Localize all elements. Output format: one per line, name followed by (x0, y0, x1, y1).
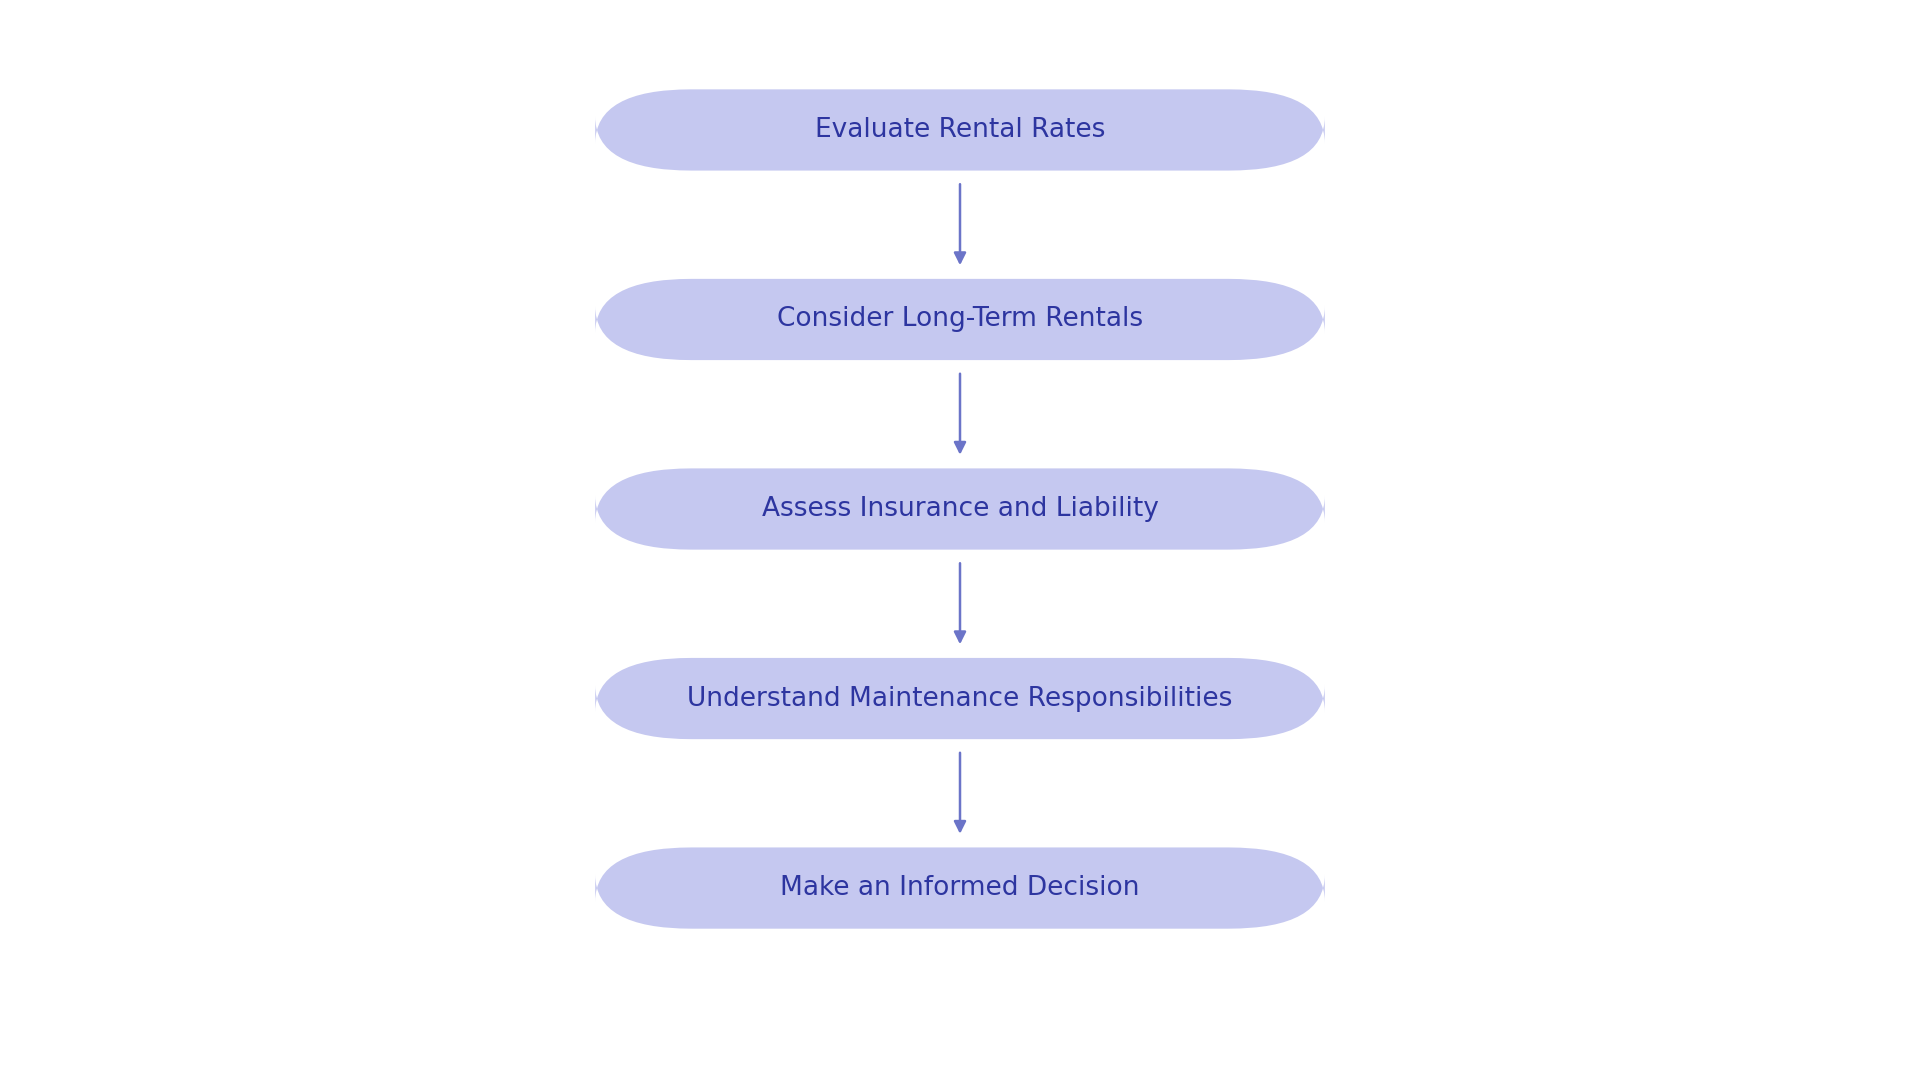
FancyBboxPatch shape (595, 847, 1325, 928)
Text: Understand Maintenance Responsibilities: Understand Maintenance Responsibilities (687, 686, 1233, 712)
Text: Evaluate Rental Rates: Evaluate Rental Rates (814, 117, 1106, 143)
FancyBboxPatch shape (595, 657, 1325, 739)
Text: Make an Informed Decision: Make an Informed Decision (780, 875, 1140, 901)
Text: Assess Insurance and Liability: Assess Insurance and Liability (762, 496, 1158, 522)
FancyBboxPatch shape (595, 278, 1325, 360)
Text: Consider Long-Term Rentals: Consider Long-Term Rentals (778, 306, 1142, 332)
FancyBboxPatch shape (595, 90, 1325, 170)
FancyBboxPatch shape (595, 469, 1325, 549)
